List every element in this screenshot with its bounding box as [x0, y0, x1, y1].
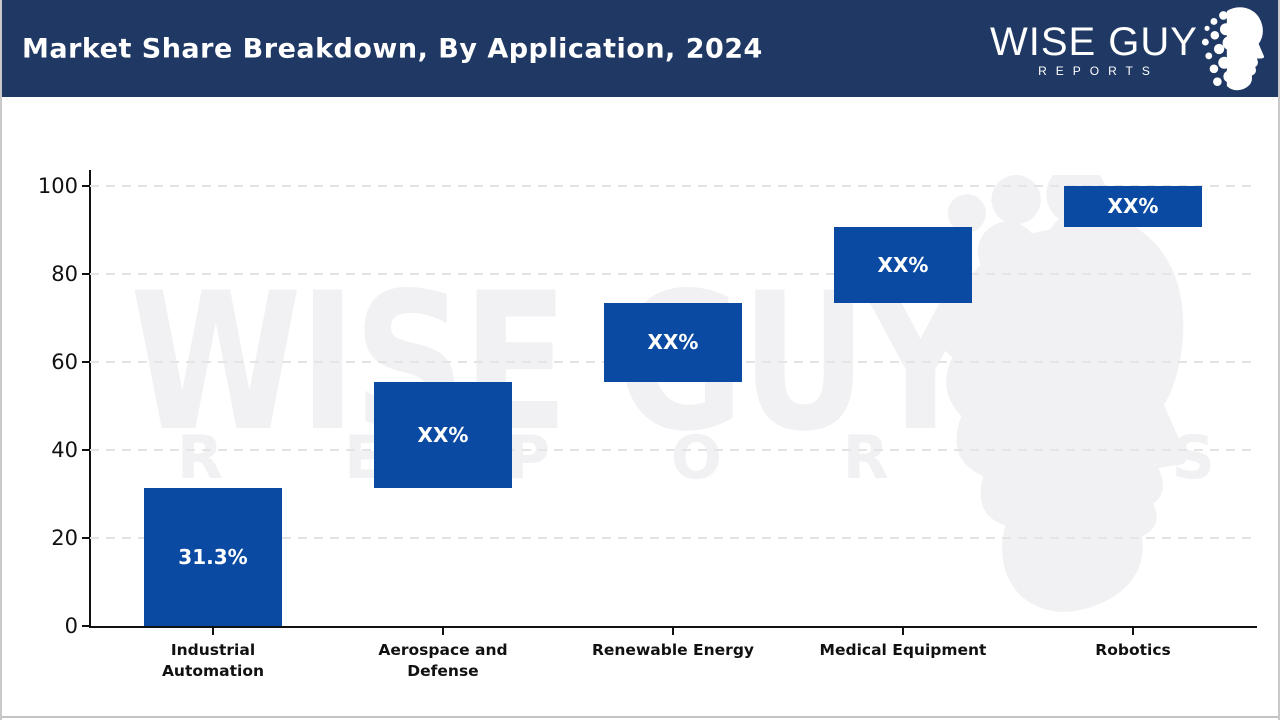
- x-axis-line: [89, 626, 1257, 628]
- bar-aerospace-and-defense: XX%: [374, 381, 512, 489]
- x-tick-label-aerospace-and-defense: Aerospace and Defense: [378, 641, 508, 680]
- gridline-20: [90, 537, 1257, 539]
- y-tick-label-60: 60: [51, 350, 78, 374]
- y-tick-label-20: 20: [51, 526, 78, 550]
- gridline-100: [90, 185, 1257, 187]
- x-tick-mark: [672, 628, 674, 635]
- bar-value-label: XX%: [1107, 194, 1159, 219]
- bar-robotics: XX%: [1064, 186, 1202, 227]
- y-tick-label-40: 40: [51, 438, 78, 462]
- y-tick-label-80: 80: [51, 262, 78, 286]
- bar-renewable-energy: XX%: [604, 303, 742, 382]
- y-tick-mark-100: [82, 185, 90, 187]
- x-tick-label-renewable-energy: Renewable Energy: [591, 641, 755, 659]
- logo-face-icon: [1201, 7, 1264, 91]
- y-tick-mark-40: [82, 449, 90, 451]
- logo-subtitle: REPORTS: [1038, 63, 1159, 78]
- x-tick-label-industrial-automation: Industrial Automation: [161, 641, 265, 680]
- chart-plot-area: 0 20 40 60 80 100 31.3% Industrial Automation XX%…: [2, 97, 1280, 720]
- bar-medical-equipment: XX%: [834, 226, 972, 304]
- x-tick-mark: [442, 628, 444, 635]
- x-tick-label-medical-equipment: Medical Equipment: [819, 641, 987, 659]
- page-bottom-border: [2, 716, 1278, 718]
- page-title: Market Share Breakdown, By Application, …: [22, 33, 763, 64]
- gridline-80: [90, 273, 1257, 275]
- x-tick-label-robotics: Robotics: [1095, 641, 1171, 659]
- bar-value-label: 31.3%: [178, 545, 248, 570]
- logo-wordmark: WISE GUY: [989, 19, 1198, 64]
- bar-value-label: XX%: [647, 330, 699, 355]
- y-axis-line: [89, 170, 91, 628]
- header-band: Market Share Breakdown, By Application, …: [2, 0, 1278, 97]
- y-tick-mark-0: [82, 625, 90, 627]
- y-tick-mark-80: [82, 273, 90, 275]
- y-tick-label-0: 0: [64, 614, 78, 638]
- bar-industrial-automation: 31.3%: [144, 488, 282, 626]
- gridline-40: [90, 449, 1257, 451]
- bar-value-label: XX%: [877, 252, 929, 277]
- x-tick-mark: [212, 628, 214, 635]
- bar-value-label: XX%: [417, 423, 469, 448]
- y-tick-label-100: 100: [37, 174, 78, 198]
- wise-guy-logo: WISE GUY REPORTS: [990, 4, 1264, 94]
- y-tick-mark-60: [82, 361, 90, 363]
- y-tick-mark-20: [82, 537, 90, 539]
- x-tick-mark: [902, 628, 904, 635]
- x-tick-mark: [1132, 628, 1134, 635]
- logo-text: WISE GUY REPORTS: [990, 21, 1198, 78]
